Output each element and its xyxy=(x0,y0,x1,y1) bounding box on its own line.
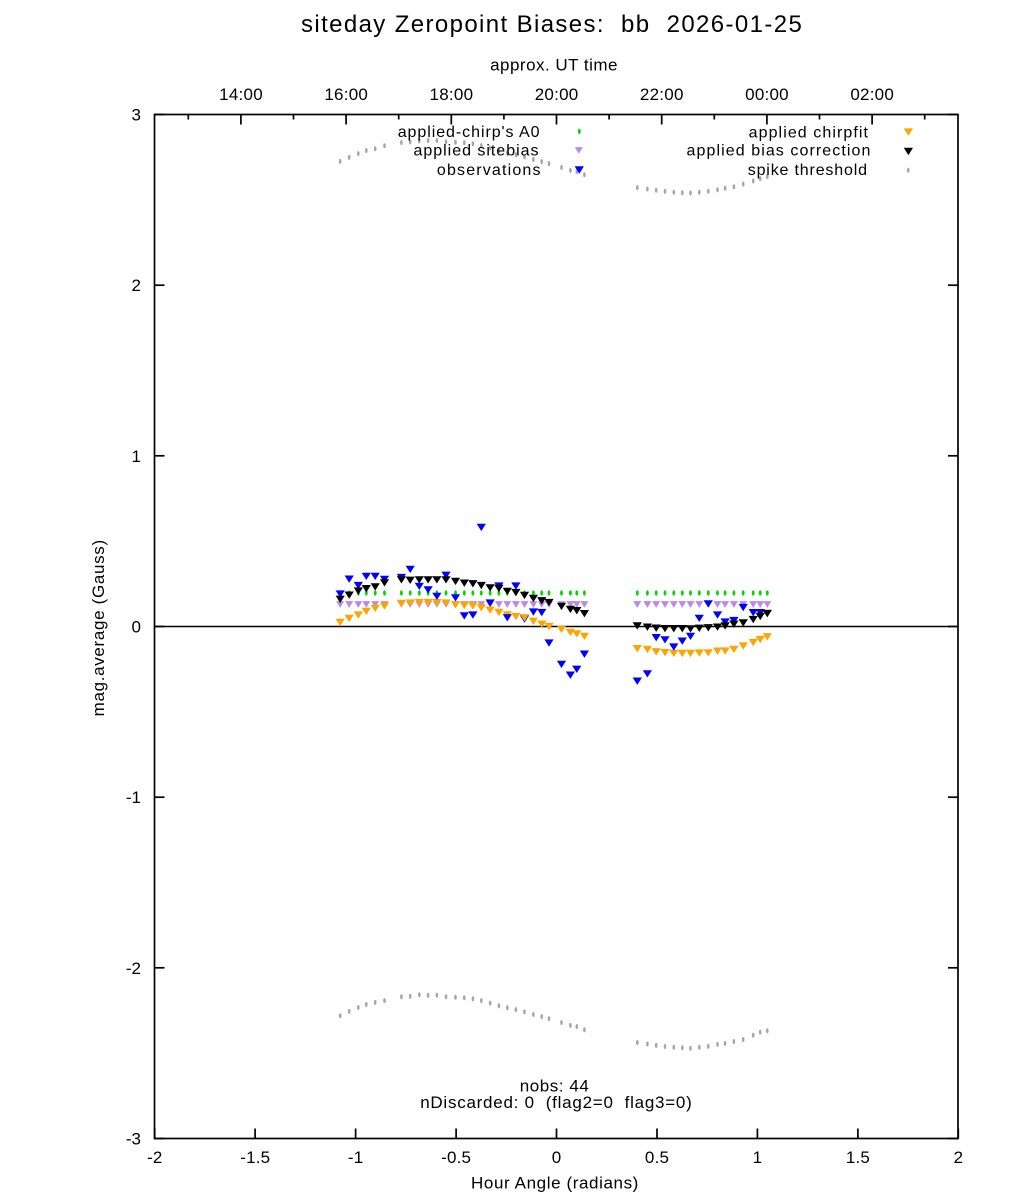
svg-text:applied sitebias: applied sitebias xyxy=(413,142,539,159)
svg-text:-3: -3 xyxy=(126,1130,141,1149)
svg-text:20:00: 20:00 xyxy=(535,85,579,104)
svg-text:approx. UT time: approx. UT time xyxy=(490,55,618,74)
svg-text:0.5: 0.5 xyxy=(645,1148,669,1167)
svg-text:3: 3 xyxy=(132,105,141,124)
svg-text:1.5: 1.5 xyxy=(846,1148,870,1167)
svg-text:Hour Angle (radians): Hour Angle (radians) xyxy=(471,1174,639,1193)
svg-text:applied chirpfit: applied chirpfit xyxy=(749,125,869,142)
svg-text:00:00: 00:00 xyxy=(745,85,789,104)
svg-text:02:00: 02:00 xyxy=(850,85,894,104)
svg-text:14:00: 14:00 xyxy=(219,85,263,104)
svg-text:nobs: 44: nobs: 44 xyxy=(520,1077,590,1096)
svg-text:-0.5: -0.5 xyxy=(441,1148,471,1167)
svg-text:-2: -2 xyxy=(126,959,141,978)
svg-text:applied bias correction: applied bias correction xyxy=(687,142,872,159)
svg-text:1: 1 xyxy=(753,1148,763,1167)
svg-text:-1.5: -1.5 xyxy=(240,1148,270,1167)
svg-text:2: 2 xyxy=(132,276,141,295)
svg-text:16:00: 16:00 xyxy=(324,85,368,104)
svg-text:applied-chirp's A0: applied-chirp's A0 xyxy=(398,124,541,141)
svg-text:nDiscarded: 0 (flag2=0 flag3: nDiscarded: 0 (flag2=0 flag3=0) xyxy=(420,1093,692,1112)
svg-text:22:00: 22:00 xyxy=(640,85,684,104)
svg-text:0: 0 xyxy=(132,618,141,637)
svg-text:0: 0 xyxy=(552,1148,562,1167)
svg-text:mag.average (Gauss): mag.average (Gauss) xyxy=(89,539,108,716)
svg-text:-1: -1 xyxy=(126,788,141,807)
svg-text:-2: -2 xyxy=(147,1148,163,1167)
svg-text:observations: observations xyxy=(437,162,542,179)
svg-text:2: 2 xyxy=(954,1148,964,1167)
svg-text:1: 1 xyxy=(132,447,141,466)
svg-text:siteday Zeropoint Biases: bb: siteday Zeropoint Biases: bb 2026-01-25 xyxy=(301,11,803,38)
svg-text:-1: -1 xyxy=(348,1148,364,1167)
svg-text:spike threshold: spike threshold xyxy=(748,162,868,179)
svg-text:18:00: 18:00 xyxy=(430,85,474,104)
